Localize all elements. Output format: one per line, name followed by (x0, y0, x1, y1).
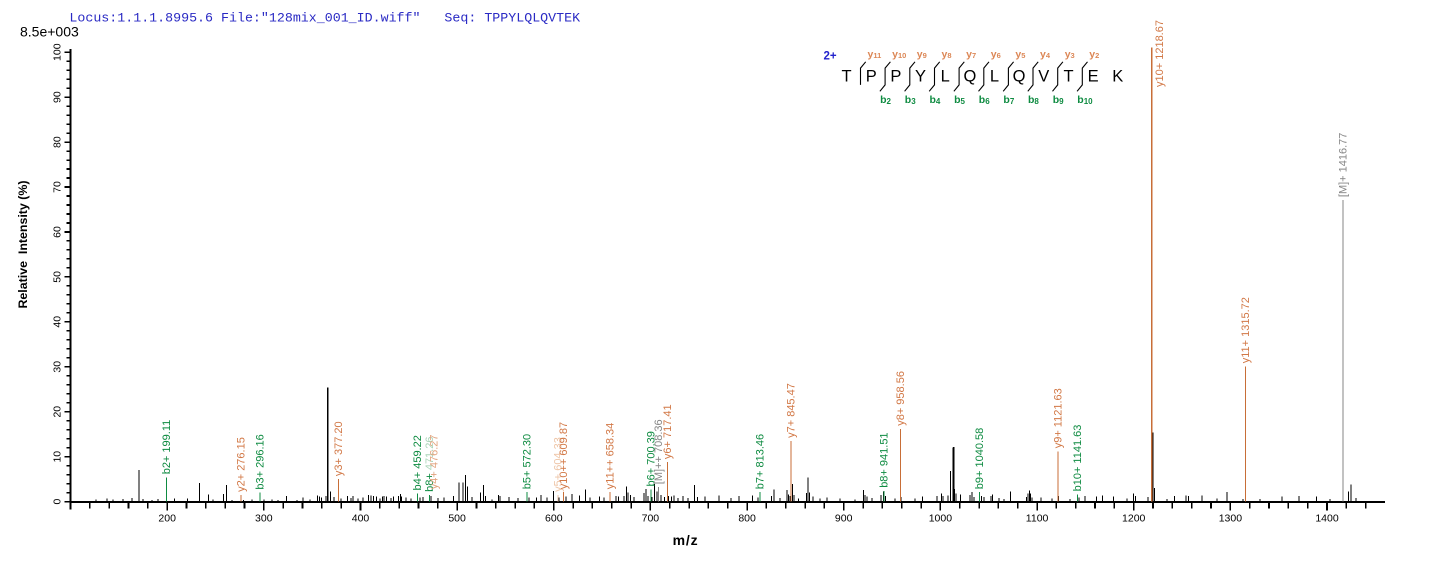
svg-text:y10+ 1218.67: y10+ 1218.67 (1154, 20, 1166, 87)
svg-text:b2: b2 (880, 94, 891, 106)
svg-text:y10: y10 (892, 49, 906, 61)
svg-text:y7+ 845.47: y7+ 845.47 (786, 383, 798, 438)
svg-text:[M]++ 708.36: [M]++ 708.36 (653, 419, 665, 484)
svg-text:y9: y9 (917, 49, 927, 61)
svg-text:b10: b10 (1077, 94, 1093, 106)
svg-text:b2+ 199.11: b2+ 199.11 (161, 420, 173, 475)
svg-text:y4+ 476.27: y4+ 476.27 (429, 434, 441, 489)
svg-text:y4: y4 (1040, 49, 1051, 61)
svg-text:8.5e+003: 8.5e+003 (20, 24, 79, 40)
svg-text:500: 500 (448, 513, 466, 525)
svg-text:P: P (866, 68, 877, 86)
svg-text:40: 40 (52, 316, 64, 328)
svg-text:Locus:1.1.1.8995.6 File:"128mi: Locus:1.1.1.8995.6 File:"128mix_001_ID.w… (69, 10, 580, 25)
svg-text:70: 70 (52, 181, 64, 193)
svg-text:m/z: m/z (673, 532, 699, 548)
svg-text:Q: Q (963, 68, 976, 86)
svg-text:y3+ 377.20: y3+ 377.20 (333, 421, 345, 476)
svg-text:y10++ 609.87: y10++ 609.87 (558, 422, 570, 489)
svg-text:Relative Intensity (%): Relative Intensity (%) (16, 180, 30, 308)
svg-text:90: 90 (52, 91, 64, 103)
svg-text:y9+ 1121.63: y9+ 1121.63 (1053, 388, 1065, 448)
svg-text:b5+ 572.30: b5+ 572.30 (522, 434, 534, 489)
svg-text:b8+ 941.51: b8+ 941.51 (878, 432, 890, 487)
svg-text:y11: y11 (868, 49, 882, 61)
svg-text:T: T (842, 68, 852, 86)
svg-text:b6: b6 (979, 94, 990, 106)
svg-text:y5+ 604.33: y5+ 604.33 (553, 437, 565, 492)
svg-text:y8: y8 (942, 49, 952, 61)
svg-text:b9: b9 (1053, 94, 1064, 106)
svg-text:y6+ 717.41: y6+ 717.41 (662, 404, 674, 459)
svg-text:800: 800 (738, 513, 756, 525)
svg-text:Q: Q (1013, 68, 1026, 86)
svg-text:y2: y2 (1089, 49, 1099, 61)
svg-text:b3+ 296.16: b3+ 296.16 (255, 434, 267, 489)
svg-text:b8+ 471.26: b8+ 471.26 (424, 437, 436, 492)
svg-text:E: E (1088, 68, 1099, 86)
svg-text:400: 400 (352, 513, 370, 525)
svg-text:y5: y5 (1015, 49, 1025, 61)
svg-text:y6: y6 (991, 49, 1001, 61)
svg-text:y11++ 658.34: y11++ 658.34 (605, 423, 617, 489)
svg-text:L: L (941, 68, 950, 86)
svg-text:700: 700 (642, 513, 660, 525)
svg-text:10: 10 (52, 451, 64, 463)
svg-text:P: P (890, 68, 901, 86)
svg-text:30: 30 (52, 361, 64, 373)
svg-text:y11+ 1315.72: y11+ 1315.72 (1240, 297, 1252, 363)
svg-text:600: 600 (545, 513, 563, 525)
svg-text:b3: b3 (905, 94, 916, 106)
svg-text:2+: 2+ (824, 51, 837, 63)
svg-text:100: 100 (52, 43, 64, 61)
svg-text:y3: y3 (1065, 49, 1075, 61)
svg-text:[M]+ 1416.77: [M]+ 1416.77 (1338, 133, 1350, 198)
svg-text:Y: Y (915, 68, 926, 86)
svg-text:50: 50 (52, 271, 64, 283)
svg-text:0: 0 (52, 499, 64, 505)
svg-text:b7: b7 (1003, 94, 1014, 106)
svg-text:y2+ 276.15: y2+ 276.15 (235, 437, 247, 492)
svg-text:900: 900 (835, 513, 853, 525)
svg-text:b6+ 700.39: b6+ 700.39 (645, 431, 657, 486)
svg-text:b4+ 459.22: b4+ 459.22 (412, 435, 424, 490)
svg-text:b7+ 813.46: b7+ 813.46 (755, 434, 767, 489)
svg-text:T: T (1063, 68, 1073, 86)
svg-text:60: 60 (52, 226, 64, 238)
svg-text:1300: 1300 (1219, 513, 1243, 525)
svg-text:1200: 1200 (1122, 513, 1146, 525)
svg-text:b4: b4 (930, 94, 941, 106)
svg-text:L: L (990, 68, 999, 86)
svg-text:b10+ 1141.63: b10+ 1141.63 (1072, 425, 1084, 492)
svg-text:y7: y7 (966, 49, 976, 61)
svg-text:1000: 1000 (929, 513, 953, 525)
svg-text:b9+ 1040.58: b9+ 1040.58 (974, 428, 986, 489)
svg-text:20: 20 (52, 406, 64, 418)
svg-text:b5: b5 (954, 94, 965, 106)
svg-text:80: 80 (52, 136, 64, 148)
svg-text:K: K (1112, 68, 1123, 86)
svg-text:V: V (1038, 68, 1049, 86)
svg-text:300: 300 (255, 513, 273, 525)
svg-text:y8+ 958.56: y8+ 958.56 (895, 371, 907, 426)
svg-text:200: 200 (158, 513, 176, 525)
svg-text:b8: b8 (1028, 94, 1039, 106)
svg-text:1100: 1100 (1026, 513, 1049, 525)
svg-text:1400: 1400 (1315, 513, 1339, 525)
